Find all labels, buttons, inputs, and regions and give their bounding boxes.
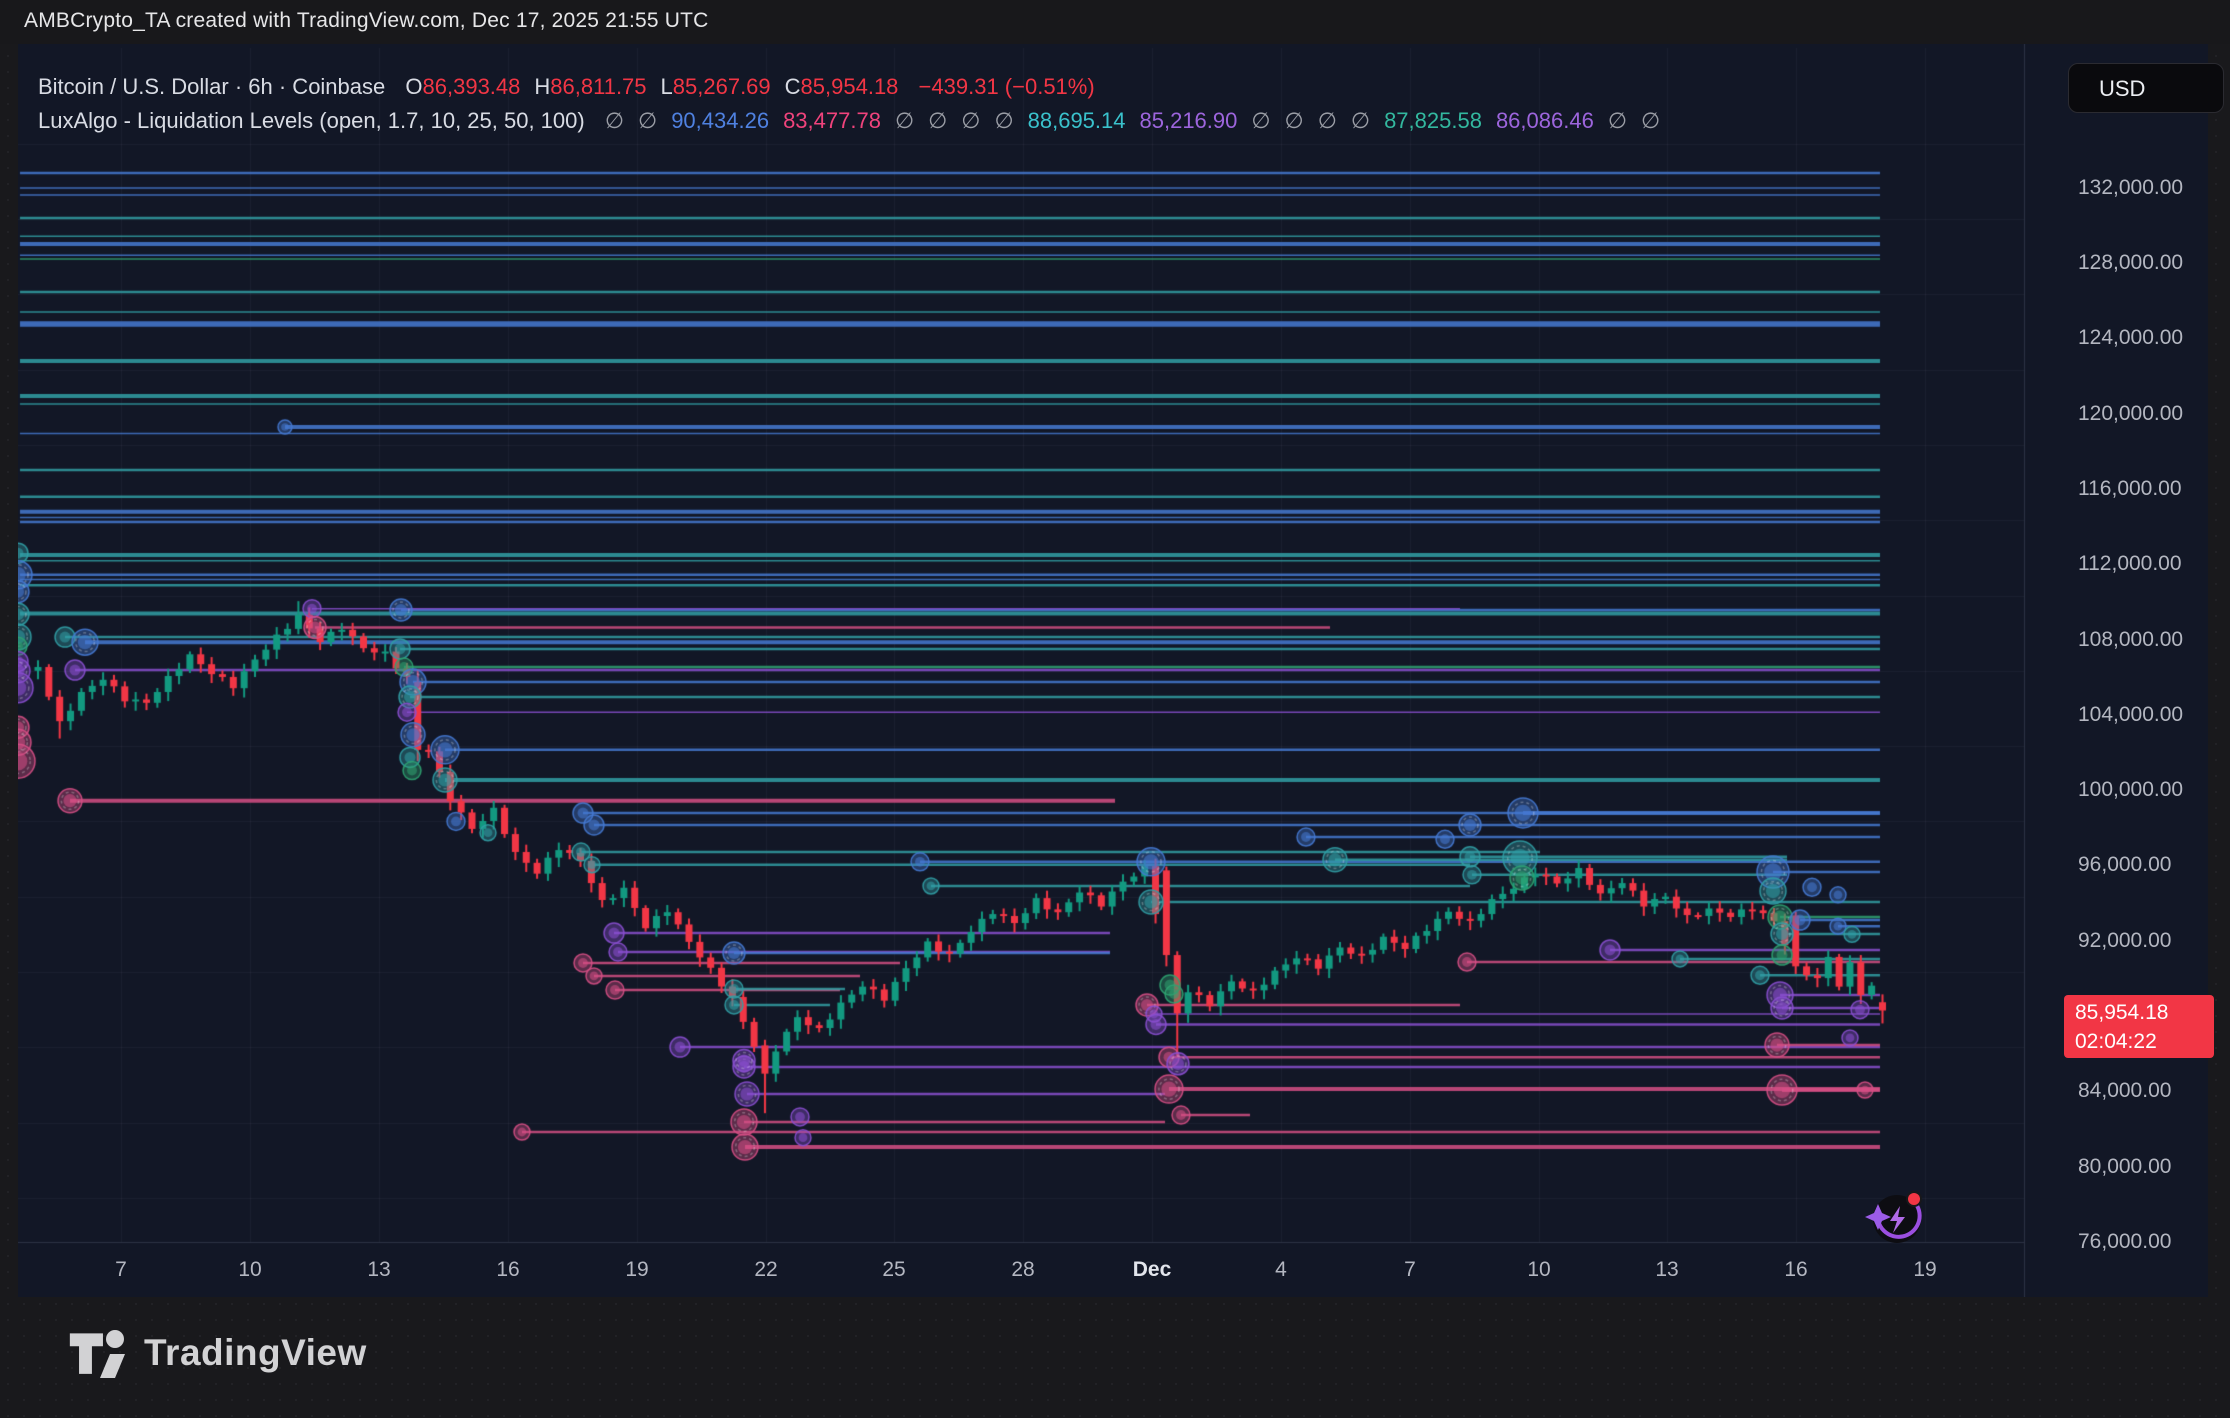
ai-technicals-icon[interactable]: [1864, 1186, 1928, 1250]
chart-panel[interactable]: Bitcoin / U.S. Dollar · 6h · Coinbase O8…: [18, 44, 2224, 1297]
time-tick-Dec: Dec: [1132, 1258, 1172, 1281]
price-tick-120000: 120,000.00: [2078, 401, 2184, 425]
time-tick-16: 16: [1784, 1258, 1808, 1281]
indicator-token: ∅: [1607, 108, 1627, 133]
symbol-title: Bitcoin / U.S. Dollar · 6h · Coinbase: [38, 74, 386, 99]
price-tick-96000: 96,000.00: [2078, 853, 2172, 877]
time-tick-22: 22: [754, 1258, 778, 1281]
footer-bar: TradingView: [0, 1297, 2230, 1418]
price-tick-84000: 84,000.00: [2078, 1079, 2172, 1103]
indicator-token: ∅: [894, 108, 915, 133]
tradingview-wordmark: TradingView: [144, 1332, 367, 1373]
bar-countdown: 02:04:22: [2075, 1030, 2157, 1053]
time-tick-13: 13: [1655, 1258, 1679, 1281]
page-title: AMBCrypto_TA created with TradingView.co…: [24, 9, 709, 32]
ohlc-token-C: C85,954.18: [784, 74, 899, 99]
price-tick-116000: 116,000.00: [2078, 476, 2182, 500]
tradingview-logo[interactable]: TradingView: [68, 1324, 488, 1388]
ohlc-token-L: L85,267.69: [660, 74, 771, 99]
price-tick-112000: 112,000.00: [2078, 552, 2182, 576]
symbol-legend-row[interactable]: Bitcoin / U.S. Dollar · 6h · Coinbase O8…: [38, 70, 1660, 104]
time-tick-13: 13: [367, 1258, 391, 1281]
price-tick-80000: 80,000.00: [2078, 1154, 2172, 1178]
price-tick-100000: 100,000.00: [2078, 778, 2184, 802]
price-axis[interactable]: USD 132,000.00 128,000.00 124,000.00 120,00…: [2042, 44, 2226, 1297]
price-tick-108000: 108,000.00: [2078, 627, 2184, 651]
indicator-token: 88,695.14: [1027, 108, 1126, 133]
indicator-token: ∅: [1251, 108, 1271, 133]
time-tick-7: 7: [115, 1258, 127, 1281]
indicator-token: ∅: [638, 108, 658, 133]
indicator-values: ∅ ∅ 90,434.26 83,477.78 ∅ ∅ ∅ ∅ 88,695.14 85,216.…: [591, 108, 1660, 133]
indicator-token: ∅: [928, 108, 948, 133]
indicator-token: ∅: [1640, 108, 1661, 133]
time-tick-19: 19: [625, 1258, 649, 1281]
time-tick-16: 16: [496, 1258, 520, 1281]
indicator-token: ∅: [994, 108, 1014, 133]
price-tick-124000: 124,000.00: [2078, 326, 2184, 350]
indicator-token: 86,086.46: [1495, 108, 1594, 133]
price-tick-92000: 92,000.00: [2078, 928, 2172, 952]
price-tick-132000: 132,000.00: [2078, 175, 2184, 199]
indicator-token: 85,216.90: [1139, 108, 1238, 133]
title-bar: AMBCrypto_TA created with TradingView.co…: [0, 0, 2230, 44]
last-price-label: 85,954.18 02:04:22: [2064, 995, 2214, 1058]
ohlc-token-O: O86,393.48: [405, 74, 521, 99]
currency-button[interactable]: USD: [2068, 63, 2224, 113]
indicator-token: 83,477.78: [783, 108, 881, 133]
indicator-legend-row[interactable]: LuxAlgo - Liquidation Levels (open, 1.7,…: [38, 104, 1660, 138]
indicator-token: 87,825.58: [1384, 108, 1482, 133]
last-price-value: 85,954.18: [2075, 1001, 2169, 1024]
tradingview-icon: [69, 1330, 125, 1378]
ohlc-token-H: H86,811.75: [534, 74, 647, 99]
change-value: −439.31 (−0.51%): [918, 74, 1095, 99]
indicator-token: ∅: [1350, 108, 1371, 133]
indicator-token: ∅: [1284, 108, 1304, 133]
time-tick-28: 28: [1011, 1258, 1035, 1281]
indicator-token: 90,434.26: [671, 108, 770, 133]
price-tick-104000: 104,000.00: [2078, 702, 2184, 726]
ohlc-values: O86,393.48 H86,811.75 L85,267.69 C85,954.18: [391, 74, 898, 99]
time-tick-10: 10: [238, 1258, 262, 1281]
time-tick-25: 25: [882, 1258, 906, 1281]
indicator-token: ∅: [604, 108, 625, 133]
time-axis[interactable]: 7 10 13 16 19 22 25 28 Dec 4 7 10 13 16 19: [18, 1242, 2042, 1297]
time-tick-4: 4: [1275, 1258, 1287, 1281]
time-tick-19: 19: [1913, 1258, 1937, 1281]
time-tick-10: 10: [1527, 1258, 1551, 1281]
chart-canvas[interactable]: [18, 44, 2208, 1297]
time-tick-7: 7: [1404, 1258, 1416, 1281]
indicator-title: LuxAlgo - Liquidation Levels (open, 1.7,…: [38, 108, 585, 133]
indicator-token: ∅: [961, 108, 981, 133]
price-tick-76000: 76,000.00: [2078, 1229, 2172, 1253]
indicator-token: ∅: [1317, 108, 1337, 133]
chart-legend: Bitcoin / U.S. Dollar · 6h · Coinbase O8…: [38, 70, 1660, 138]
price-tick-128000: 128,000.00: [2078, 251, 2184, 274]
